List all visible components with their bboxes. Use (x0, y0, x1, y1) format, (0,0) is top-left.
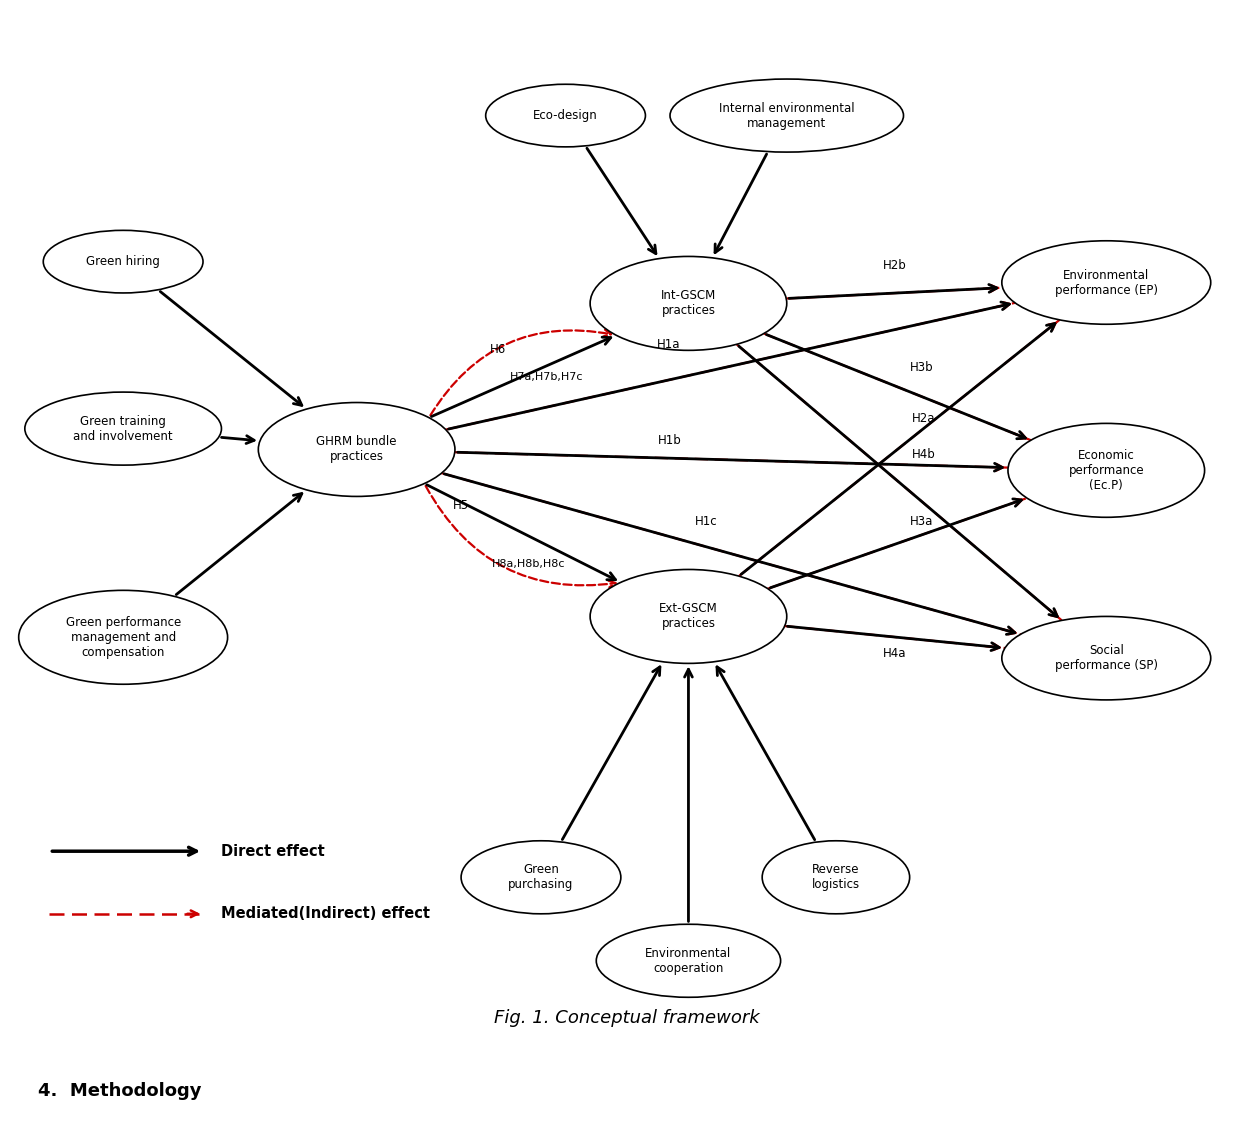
Text: H6: H6 (490, 342, 507, 356)
Text: H1c: H1c (695, 515, 717, 527)
Text: Ext-GSCM
practices: Ext-GSCM practices (660, 603, 717, 631)
Text: Internal environmental
management: Internal environmental management (719, 102, 854, 129)
Text: H1a: H1a (657, 338, 681, 350)
Ellipse shape (1002, 616, 1211, 700)
Text: Green
purchasing: Green purchasing (508, 863, 573, 891)
Text: Environmental
performance (EP): Environmental performance (EP) (1055, 268, 1157, 296)
Text: Mediated(Indirect) effect: Mediated(Indirect) effect (222, 907, 430, 921)
Text: Environmental
cooperation: Environmental cooperation (646, 947, 731, 975)
Text: Green training
and involvement: Green training and involvement (73, 415, 173, 442)
Ellipse shape (258, 403, 455, 496)
Text: H3a: H3a (910, 515, 934, 527)
Text: H4b: H4b (912, 449, 935, 461)
Text: Direct effect: Direct effect (222, 844, 325, 858)
Ellipse shape (19, 590, 228, 684)
Text: Int-GSCM
practices: Int-GSCM practices (661, 289, 716, 318)
Text: H5: H5 (453, 499, 469, 512)
Ellipse shape (485, 84, 646, 147)
Text: Economic
performance
(Ec.P): Economic performance (Ec.P) (1068, 449, 1144, 491)
Text: Green hiring: Green hiring (87, 255, 161, 268)
Ellipse shape (591, 570, 786, 663)
Text: H3b: H3b (910, 361, 934, 375)
Text: Reverse
logistics: Reverse logistics (811, 863, 860, 891)
Ellipse shape (1008, 423, 1205, 517)
Ellipse shape (43, 230, 203, 293)
Ellipse shape (670, 79, 903, 153)
Text: H4a: H4a (883, 647, 907, 660)
Text: 4.  Methodology: 4. Methodology (38, 1082, 201, 1100)
Text: GHRM bundle
practices: GHRM bundle practices (316, 435, 396, 463)
Text: H1b: H1b (658, 434, 682, 448)
Text: Social
performance (SP): Social performance (SP) (1055, 644, 1157, 672)
Text: Eco-design: Eco-design (533, 109, 598, 122)
Ellipse shape (762, 840, 909, 913)
Text: H7a,H7b,H7c: H7a,H7b,H7c (510, 371, 584, 381)
Ellipse shape (591, 257, 786, 350)
Text: H2b: H2b (883, 259, 907, 273)
Text: H8a,H8b,H8c: H8a,H8b,H8c (492, 560, 566, 570)
Ellipse shape (25, 392, 222, 466)
Text: Green performance
management and
compensation: Green performance management and compens… (65, 616, 181, 659)
Text: Fig. 1. Conceptual framework: Fig. 1. Conceptual framework (494, 1009, 760, 1027)
Ellipse shape (1002, 241, 1211, 324)
Text: H2a: H2a (912, 412, 935, 425)
Ellipse shape (461, 840, 621, 913)
Ellipse shape (597, 925, 780, 997)
